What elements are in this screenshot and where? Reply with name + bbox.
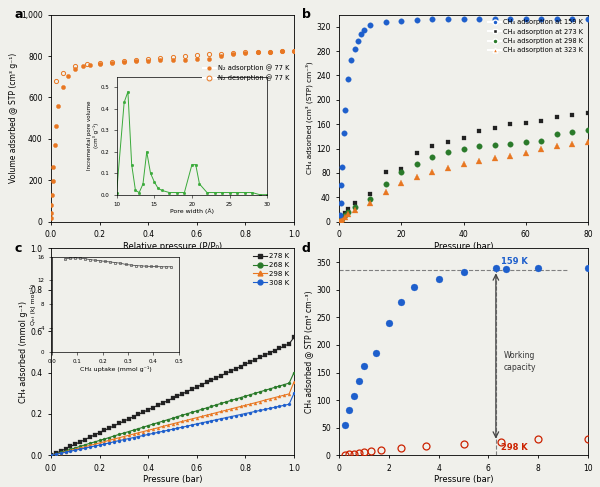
Y-axis label: CH₄ adsorbed @ STP (cm³ cm⁻³): CH₄ adsorbed @ STP (cm³ cm⁻³): [304, 291, 313, 413]
X-axis label: Pressure (bar): Pressure (bar): [434, 242, 493, 251]
308 K: [47, 452, 55, 458]
308 K: [120, 437, 128, 443]
278 K: [47, 452, 55, 458]
Legend: CH₄ adsorption at 159 K, CH₄ adsorption at 273 K, CH₄ adsorption at 298 K, CH₄ a: CH₄ adsorption at 159 K, CH₄ adsorption …: [487, 18, 584, 55]
278 K: [208, 377, 215, 383]
Text: c: c: [14, 242, 22, 255]
298 K: [47, 452, 55, 458]
268 K: [120, 430, 128, 436]
Text: 298 K: 298 K: [501, 443, 527, 451]
268 K: [223, 399, 230, 405]
Line: 268 K: 268 K: [49, 371, 296, 457]
Text: 159 K: 159 K: [501, 257, 527, 266]
308 K: [290, 391, 298, 396]
Legend: N₂ adsorption @ 77 K, N₂ desorption @ 77 K: N₂ adsorption @ 77 K, N₂ desorption @ 77…: [201, 63, 290, 82]
Line: 308 K: 308 K: [49, 392, 296, 457]
308 K: [223, 415, 230, 421]
Line: 298 K: 298 K: [49, 380, 296, 457]
308 K: [101, 441, 108, 447]
298 K: [208, 411, 215, 417]
Legend: 278 K, 268 K, 298 K, 308 K: 278 K, 268 K, 298 K, 308 K: [251, 252, 290, 287]
Text: Working
capacity: Working capacity: [503, 352, 536, 372]
308 K: [286, 401, 293, 407]
298 K: [120, 433, 128, 439]
X-axis label: Pressure (bar): Pressure (bar): [434, 475, 493, 485]
268 K: [208, 404, 215, 410]
268 K: [47, 452, 55, 458]
278 K: [223, 371, 230, 376]
308 K: [208, 418, 215, 424]
278 K: [286, 341, 293, 347]
268 K: [101, 436, 108, 442]
268 K: [125, 429, 133, 434]
X-axis label: Relative pressure (P/P₀): Relative pressure (P/P₀): [123, 242, 222, 251]
Text: a: a: [14, 8, 23, 21]
268 K: [286, 380, 293, 386]
X-axis label: Pressure (bar): Pressure (bar): [143, 475, 202, 485]
278 K: [101, 428, 108, 433]
Line: 278 K: 278 K: [49, 336, 296, 457]
Text: d: d: [302, 242, 311, 255]
298 K: [125, 432, 133, 438]
Text: b: b: [302, 8, 311, 21]
298 K: [101, 439, 108, 445]
Y-axis label: CH₄ adsorbed (cm³ (STP) cm⁻³): CH₄ adsorbed (cm³ (STP) cm⁻³): [306, 62, 313, 174]
278 K: [125, 416, 133, 422]
Y-axis label: CH₄ adsorbed (mmol g⁻¹): CH₄ adsorbed (mmol g⁻¹): [19, 301, 28, 403]
278 K: [120, 418, 128, 424]
Y-axis label: Volume adsorbed @ STP (cm³ g⁻¹): Volume adsorbed @ STP (cm³ g⁻¹): [9, 53, 18, 183]
298 K: [290, 379, 298, 385]
298 K: [286, 391, 293, 397]
268 K: [290, 370, 298, 375]
308 K: [125, 436, 133, 442]
298 K: [223, 407, 230, 413]
278 K: [290, 335, 298, 340]
